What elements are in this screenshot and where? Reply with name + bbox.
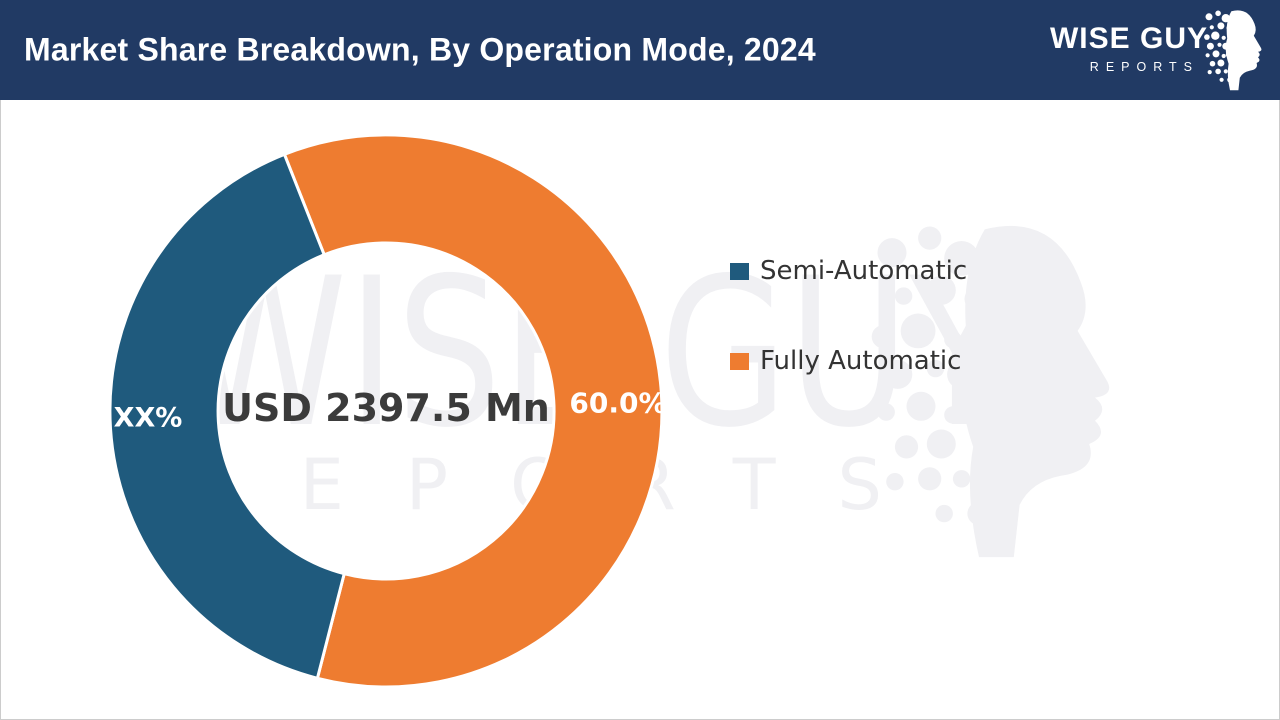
legend-label-semi-automatic: Semi-Automatic bbox=[760, 256, 968, 286]
legend-swatch-semi-automatic bbox=[730, 262, 749, 280]
brand-wordmark: WISE GUY bbox=[1049, 22, 1208, 55]
donut-segment-fully-automatic bbox=[282, 135, 662, 687]
legend-label-fully-automatic: Fully Automatic bbox=[760, 346, 962, 376]
legend-swatch-fully-automatic bbox=[730, 352, 749, 370]
segment-label-fully-automatic: 60.0% bbox=[569, 386, 667, 420]
chart-area: WISE GUY REPORTS XX% 60.0% USD 2397.5 Mn… bbox=[0, 100, 1280, 720]
header-bar: Market Share Breakdown, By Operation Mod… bbox=[0, 0, 1280, 100]
page-title: Market Share Breakdown, By Operation Mod… bbox=[24, 31, 816, 68]
legend-item-fully-automatic: Fully Automatic bbox=[730, 342, 967, 380]
legend: Semi-Automatic Fully Automatic bbox=[730, 252, 967, 432]
donut-chart bbox=[110, 135, 662, 687]
segment-label-semi-automatic: XX% bbox=[113, 402, 183, 434]
donut-segment-semi-automatic bbox=[110, 152, 346, 680]
brand-face-icon bbox=[1204, 10, 1262, 91]
brand-subtext: REPORTS bbox=[1089, 60, 1199, 74]
center-value-label: USD 2397.5 Mn bbox=[222, 386, 550, 430]
legend-item-semi-automatic: Semi-Automatic bbox=[730, 252, 967, 290]
